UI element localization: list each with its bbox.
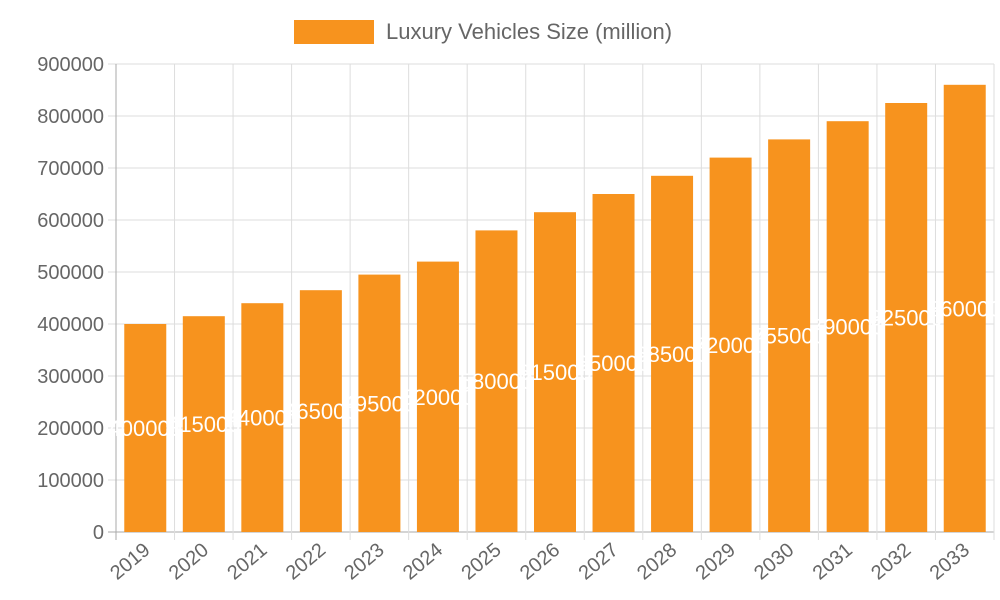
bar bbox=[124, 324, 167, 532]
legend-swatch bbox=[294, 20, 374, 44]
x-tick-label: 2028 bbox=[633, 539, 681, 584]
bar bbox=[475, 230, 518, 532]
data-labels: 4000004150004400004650004950005200005800… bbox=[109, 296, 1000, 441]
data-label: 615000 bbox=[518, 360, 591, 385]
data-label: 650000 bbox=[577, 351, 650, 376]
grid bbox=[108, 63, 995, 540]
x-axis-ticks: 2019 2020 2021 2022 2023 2024 2025 2026 2027 2028… bbox=[106, 539, 974, 584]
bar bbox=[241, 303, 284, 532]
data-label: 685000 bbox=[635, 342, 708, 367]
bar bbox=[768, 139, 811, 532]
x-tick-label: 2024 bbox=[399, 539, 447, 584]
y-tick-label: 600000 bbox=[37, 210, 104, 232]
bar bbox=[943, 84, 986, 533]
legend-label: Luxury Vehicles Size (million) bbox=[386, 19, 672, 44]
y-tick-label: 0 bbox=[93, 522, 104, 544]
x-tick-label: 2022 bbox=[282, 539, 330, 584]
x-tick-label: 2032 bbox=[867, 539, 915, 584]
bar bbox=[299, 290, 342, 532]
data-label: 400000 bbox=[109, 416, 182, 441]
x-tick-label: 2030 bbox=[750, 539, 798, 584]
bar bbox=[182, 316, 225, 532]
y-axis-ticks: 0 100000 200000 300000 400000 500000 600000 700… bbox=[37, 54, 104, 544]
x-tick-label: 2019 bbox=[106, 539, 154, 584]
y-tick-label: 100000 bbox=[37, 470, 104, 492]
x-tick-label: 2033 bbox=[926, 539, 974, 584]
y-tick-label: 700000 bbox=[37, 158, 104, 180]
data-label: 580000 bbox=[460, 369, 533, 394]
y-tick-label: 200000 bbox=[37, 418, 104, 440]
bar bbox=[534, 212, 576, 532]
bar bbox=[709, 157, 752, 532]
data-label: 440000 bbox=[226, 406, 299, 431]
data-label: 415000 bbox=[167, 412, 240, 437]
x-tick-label: 2025 bbox=[457, 539, 505, 584]
y-tick-label: 500000 bbox=[37, 262, 104, 284]
x-tick-label: 2027 bbox=[575, 539, 623, 584]
y-tick-label: 400000 bbox=[37, 314, 104, 336]
x-tick-label: 2023 bbox=[340, 539, 388, 584]
bar bbox=[592, 194, 635, 532]
bars bbox=[124, 84, 986, 533]
x-tick-label: 2029 bbox=[692, 539, 740, 584]
data-label: 495000 bbox=[343, 391, 416, 416]
legend[interactable]: Luxury Vehicles Size (million) bbox=[294, 19, 672, 44]
data-label: 465000 bbox=[284, 399, 357, 424]
data-label: 790000 bbox=[811, 315, 884, 340]
x-tick-label: 2021 bbox=[223, 539, 271, 584]
bar bbox=[826, 121, 869, 532]
bar bbox=[358, 274, 401, 532]
bar bbox=[416, 261, 459, 532]
bar bbox=[885, 103, 928, 532]
x-tick-label: 2020 bbox=[165, 539, 213, 584]
data-label: 520000 bbox=[401, 385, 474, 410]
data-label: 825000 bbox=[869, 306, 942, 331]
y-tick-label: 300000 bbox=[37, 366, 104, 388]
y-tick-label: 900000 bbox=[37, 54, 104, 76]
bar bbox=[651, 175, 694, 533]
x-tick-label: 2031 bbox=[809, 539, 857, 584]
data-label: 720000 bbox=[694, 333, 767, 358]
x-tick-label: 2026 bbox=[516, 539, 564, 584]
data-label: 755000 bbox=[752, 324, 825, 349]
y-tick-label: 800000 bbox=[37, 106, 104, 128]
data-label: 860000 bbox=[928, 296, 1000, 321]
